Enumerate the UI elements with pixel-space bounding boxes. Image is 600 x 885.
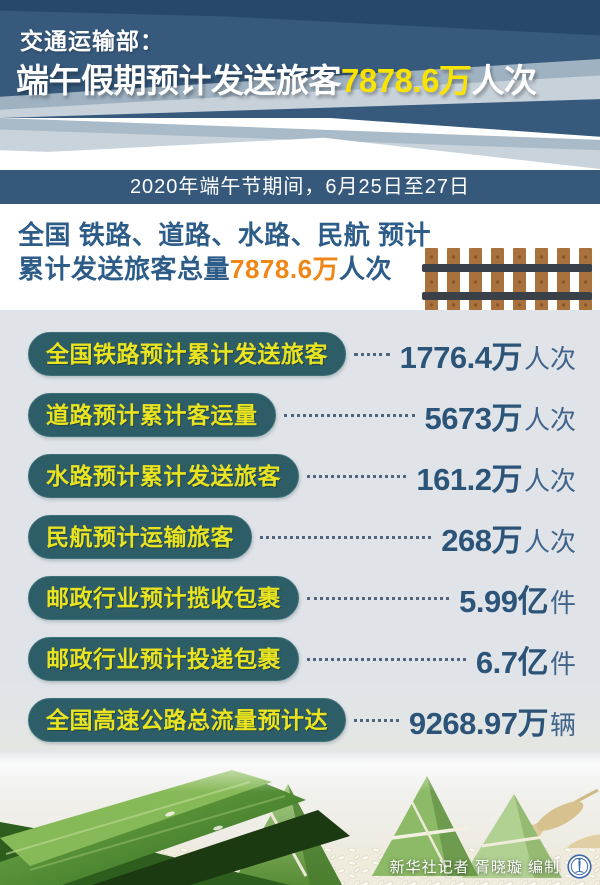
stat-label-pill: 全国高速公路总流量预计达: [28, 698, 346, 742]
stats-list: 全国铁路预计累计发送旅客 1776.4万人次 道路预计累计客运量 5673万人次…: [0, 310, 600, 750]
stat-value: 268万: [441, 522, 522, 558]
page-title: 端午假期预计发送旅客7878.6万人次: [16, 54, 537, 102]
stat-unit: 件: [549, 587, 576, 618]
stat-value-group: 161.2万人次: [416, 454, 576, 499]
dotted-leader-line: [260, 535, 432, 539]
date-bar: 2020年端午节期间，6月25日至27日: [0, 170, 600, 204]
stat-label-pill: 道路预计累计客运量: [28, 393, 276, 437]
header-banner: 交通运输部： 端午假期预计发送旅客7878.6万人次: [0, 0, 600, 118]
stat-value-group: 5673万人次: [425, 393, 576, 438]
title-prefix: 端午假期预计发送旅客: [16, 62, 342, 99]
stat-label-pill: 水路预计累计发送旅客: [28, 454, 299, 498]
stat-value-group: 1776.4万人次: [400, 332, 576, 377]
dotted-leader-line: [307, 657, 466, 661]
stat-unit: 件: [549, 648, 576, 679]
title-suffix: 人次: [471, 62, 537, 99]
stat-row: 邮政行业预计揽收包裹 5.99亿件: [28, 576, 576, 620]
summary-text: 全国 铁路、道路、水路、民航 预计 累计发送旅客总量7878.6万人次: [18, 218, 431, 286]
stat-value-group: 5.99亿件: [459, 576, 576, 621]
summary-line2-suffix: 人次: [339, 254, 393, 284]
credit-text: 新华社记者 胥晓璇 编制: [389, 859, 560, 876]
dotted-leader-line: [307, 596, 450, 600]
stat-value: 1776.4万: [399, 339, 523, 375]
stat-unit: 辆: [549, 709, 576, 740]
stat-value: 161.2万: [416, 461, 522, 497]
summary-section: 全国 铁路、道路、水路、民航 预计 累计发送旅客总量7878.6万人次: [0, 204, 600, 312]
stat-unit: 人次: [523, 404, 576, 435]
stat-label-pill: 邮政行业预计揽收包裹: [28, 576, 299, 620]
photo-top-fade: [0, 750, 600, 764]
credit-line: 新华社记者 胥晓璇 编制: [390, 854, 592, 879]
stat-label-pill: 全国铁路预计累计发送旅客: [28, 332, 346, 376]
dotted-leader-line: [354, 352, 390, 356]
xinhua-logo-icon: [567, 854, 592, 879]
banner-transition: [0, 118, 600, 170]
header-kicker: 交通运输部：: [20, 28, 164, 54]
stat-unit: 人次: [523, 343, 576, 374]
dotted-leader-line: [283, 413, 415, 417]
stat-row: 民航预计运输旅客 268万人次: [28, 515, 576, 559]
stat-row: 道路预计累计客运量 5673万人次: [28, 393, 576, 437]
stat-value-group: 268万人次: [441, 515, 576, 560]
stat-label-pill: 民航预计运输旅客: [28, 515, 252, 559]
stat-unit: 人次: [523, 465, 576, 496]
stat-value-group: 6.7亿件: [476, 637, 576, 682]
stat-row: 水路预计累计发送旅客 161.2万人次: [28, 454, 576, 498]
stat-label-pill: 邮政行业预计投递包裹: [28, 637, 299, 681]
title-number: 7878.6万: [341, 62, 472, 99]
summary-line-2: 累计发送旅客总量7878.6万人次: [18, 252, 431, 286]
summary-line2-prefix: 累计发送旅客总量: [18, 254, 231, 284]
dotted-leader-line: [307, 474, 407, 478]
stat-value-group: 9268.97万辆: [409, 698, 576, 743]
dotted-leader-line: [354, 718, 399, 722]
summary-line2-number: 7878.6万: [230, 254, 340, 284]
stat-row: 全国铁路预计累计发送旅客 1776.4万人次: [28, 332, 576, 376]
summary-line-1: 全国 铁路、道路、水路、民航 预计: [18, 220, 431, 250]
stat-value: 5673万: [424, 400, 523, 436]
rail-track-icon: [422, 248, 592, 312]
stat-value: 5.99亿: [459, 583, 548, 619]
zongzi-photo: 新华社记者 胥晓璇 编制: [0, 750, 600, 885]
stat-value: 6.7亿: [475, 644, 549, 680]
stat-value: 9268.97万: [408, 705, 549, 741]
stat-row: 邮政行业预计投递包裹 6.7亿件: [28, 637, 576, 681]
stat-unit: 人次: [523, 526, 576, 557]
stat-row: 全国高速公路总流量预计达 9268.97万辆: [28, 698, 576, 742]
